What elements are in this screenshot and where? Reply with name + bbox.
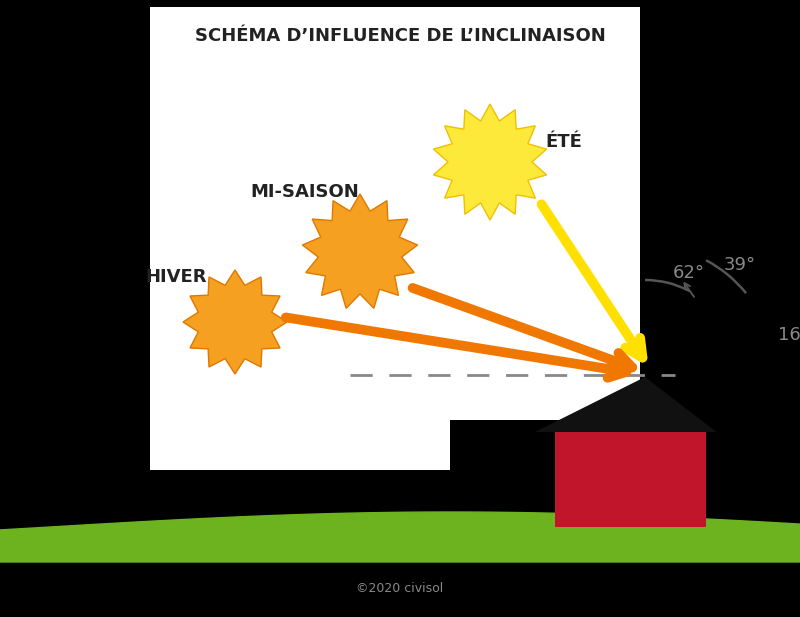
Polygon shape — [150, 7, 640, 420]
Circle shape — [206, 292, 265, 352]
Text: ÉTÉ: ÉTÉ — [545, 133, 582, 151]
Circle shape — [458, 129, 522, 195]
Polygon shape — [555, 432, 706, 527]
Text: 16°: 16° — [778, 326, 800, 344]
Text: ©2020 civisol: ©2020 civisol — [356, 582, 444, 595]
Text: SCHÉMA D’INFLUENCE DE L’INCLINAISON: SCHÉMA D’INFLUENCE DE L’INCLINAISON — [194, 27, 606, 45]
Text: 39°: 39° — [723, 257, 756, 275]
Polygon shape — [302, 194, 418, 308]
Polygon shape — [535, 377, 717, 432]
Text: HIVER: HIVER — [145, 268, 206, 286]
Circle shape — [327, 219, 393, 285]
Text: 62°: 62° — [673, 264, 705, 282]
Polygon shape — [183, 270, 287, 374]
Polygon shape — [150, 420, 450, 470]
Text: MI-SAISON: MI-SAISON — [250, 183, 358, 201]
Polygon shape — [434, 104, 546, 220]
